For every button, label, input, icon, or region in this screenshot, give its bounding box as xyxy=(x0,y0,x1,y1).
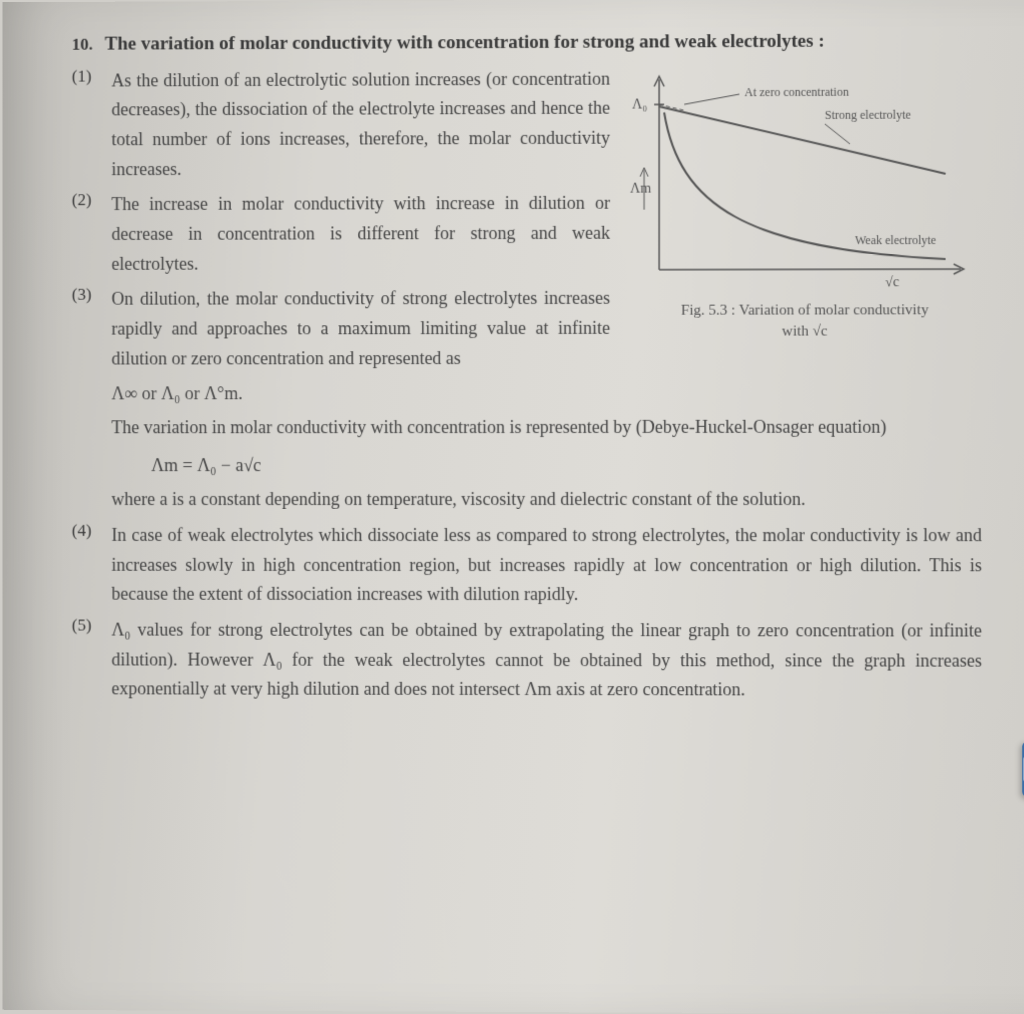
figure-caption: Fig. 5.3 : Variation of molar conductivi… xyxy=(624,300,986,343)
item-text: As the dilution of an electrolytic solut… xyxy=(111,64,610,184)
strong-label: Strong electrolyte xyxy=(825,107,911,121)
item-number: (5) xyxy=(72,616,102,705)
figure-caption-line1: Fig. 5.3 : Variation of molar conductivi… xyxy=(681,302,929,318)
y-label-top: Λ₀ xyxy=(632,97,647,112)
paragraph: where a is a constant depending on tempe… xyxy=(111,485,981,515)
item-text: On dilution, the molar conductivity of s… xyxy=(111,284,610,374)
symbols-line: Λ∞ or Λ₀ or Λ°m. xyxy=(111,379,985,410)
textbook-page: 10. The variation of molar conductivity … xyxy=(2,0,1024,1014)
figure-box: Λ₀ Λm √c At zero concentration Strong el… xyxy=(624,63,986,335)
item-text: Λ₀ values for strong electrolytes can be… xyxy=(111,616,981,706)
item-number: (4) xyxy=(72,521,102,610)
chart-svg: Λ₀ Λm √c At zero concentration Strong el… xyxy=(624,63,986,295)
y-label-mid: Λm xyxy=(630,181,651,196)
weak-label: Weak electrolyte xyxy=(855,233,936,247)
list-item: (1) As the dilution of an electrolytic s… xyxy=(72,64,610,184)
question-number: 10. xyxy=(72,35,93,55)
question-heading-row: 10. The variation of molar conductivity … xyxy=(72,28,986,58)
paragraph: The variation in molar conductivity with… xyxy=(111,413,981,443)
list-item: (5) Λ₀ values for strong electrolytes ca… xyxy=(72,616,986,706)
figure-caption-line2: with √c xyxy=(782,323,828,339)
item-text: The increase in molar conductivity with … xyxy=(111,189,610,279)
list-item: (3) On dilution, the molar conductivity … xyxy=(72,284,610,374)
item-number: (1) xyxy=(72,66,102,184)
content-wrap: Λ₀ Λm √c At zero concentration Strong el… xyxy=(72,63,986,706)
question-heading: The variation of molar conductivity with… xyxy=(105,29,825,58)
annotation-top: At zero concentration xyxy=(744,84,848,98)
x-label: √c xyxy=(885,275,899,290)
conductivity-chart: Λ₀ Λm √c At zero concentration Strong el… xyxy=(624,63,986,295)
list-item: (2) The increase in molar conductivity w… xyxy=(72,189,610,279)
item-number: (3) xyxy=(72,285,102,374)
item-number: (2) xyxy=(72,190,102,279)
list-area: (1) As the dilution of an electrolytic s… xyxy=(72,64,610,374)
item-text: In case of weak electrolytes which disso… xyxy=(111,521,981,611)
list-item: (4) In case of weak electrolytes which d… xyxy=(72,521,986,611)
equation: Λm = Λ₀ − a√c xyxy=(151,449,986,482)
